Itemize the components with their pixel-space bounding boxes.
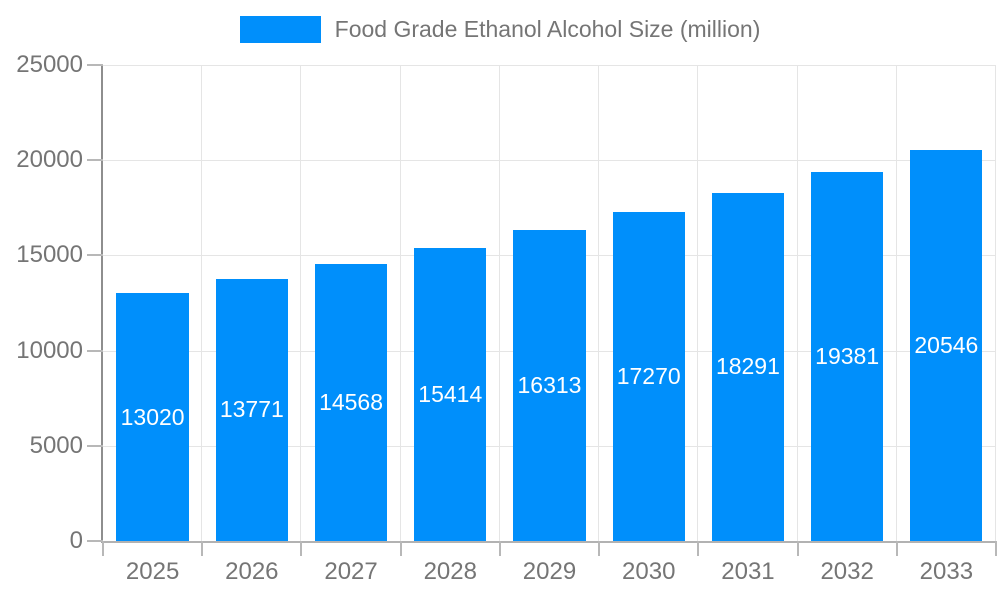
bar-2030[interactable]: 17270 [612, 212, 685, 541]
x-axis-label: 2025 [125, 558, 180, 585]
x-tick [102, 541, 104, 556]
y-tick [87, 540, 103, 542]
legend-swatch [239, 16, 321, 43]
x-tick [796, 541, 799, 556]
bar-value-label: 16313 [517, 372, 582, 399]
bar-value-label: 19381 [815, 343, 880, 369]
x-tick [201, 541, 204, 556]
bar-value-label: 15414 [418, 380, 483, 407]
x-tick [300, 541, 303, 556]
x-axis-label: 2029 [522, 558, 577, 585]
y-tick [87, 64, 103, 66]
x-tick [498, 541, 501, 556]
y-axis-label: 15000 [16, 241, 83, 269]
x-tick [697, 541, 700, 556]
v-gridline [697, 65, 699, 541]
bar-value-label: 14568 [319, 388, 384, 415]
x-axis-label: 2027 [324, 558, 378, 585]
bar-2025[interactable]: 13020 [116, 293, 189, 541]
y-tick [87, 159, 103, 162]
chart-legend[interactable]: Food Grade Ethanol Alcohol Size (million… [0, 16, 1000, 43]
v-gridline [498, 65, 500, 541]
v-gridline [796, 65, 798, 541]
x-axis-label: 2032 [820, 558, 874, 585]
y-tick [87, 254, 103, 257]
plot-area: 0 5000 10000 15000 20000 25000 13020 2025 13771 2… [16, 53, 997, 584]
y-tick [87, 444, 103, 447]
v-gridline [598, 65, 600, 541]
x-tick [399, 541, 402, 556]
h-gridline [103, 65, 996, 66]
bar-2026[interactable]: 13771 [215, 278, 288, 541]
x-axis-label: 2031 [721, 558, 775, 585]
bar-value-label: 13020 [120, 403, 185, 430]
bar-2027[interactable]: 14568 [314, 263, 388, 541]
bar-2028[interactable]: 15414 [414, 247, 487, 541]
x-tick [995, 541, 997, 556]
bar-value-label: 13771 [219, 396, 284, 423]
bar-2029[interactable]: 16313 [513, 230, 586, 541]
y-axis-label: 25000 [16, 51, 83, 78]
v-gridline [201, 65, 203, 541]
y-axis-label: 20000 [16, 146, 83, 174]
legend-label: Food Grade Ethanol Alcohol Size (million… [334, 16, 761, 42]
bar-value-label: 18291 [715, 353, 780, 380]
bar-2031[interactable]: 18291 [711, 192, 785, 541]
y-axis-label: 0 [69, 527, 83, 554]
x-tick [895, 541, 898, 556]
x-tick [598, 541, 601, 556]
v-gridline [399, 65, 401, 541]
v-gridline [995, 65, 996, 541]
bar-2032[interactable]: 19381 [811, 172, 884, 541]
h-gridline [103, 160, 996, 162]
v-gridline [895, 65, 897, 541]
y-tick [87, 349, 103, 352]
bar-2033[interactable]: 20546 [910, 149, 983, 541]
y-axis-label: 10000 [16, 336, 83, 364]
x-axis-label: 2030 [622, 558, 676, 585]
v-gridline [300, 65, 302, 541]
bar-value-label: 17270 [616, 363, 681, 390]
bar-value-label: 20546 [914, 331, 979, 358]
x-axis-label: 2028 [423, 558, 477, 585]
y-axis-label: 5000 [29, 431, 83, 459]
x-axis-label: 2026 [225, 558, 279, 585]
x-axis-label: 2033 [919, 558, 974, 585]
